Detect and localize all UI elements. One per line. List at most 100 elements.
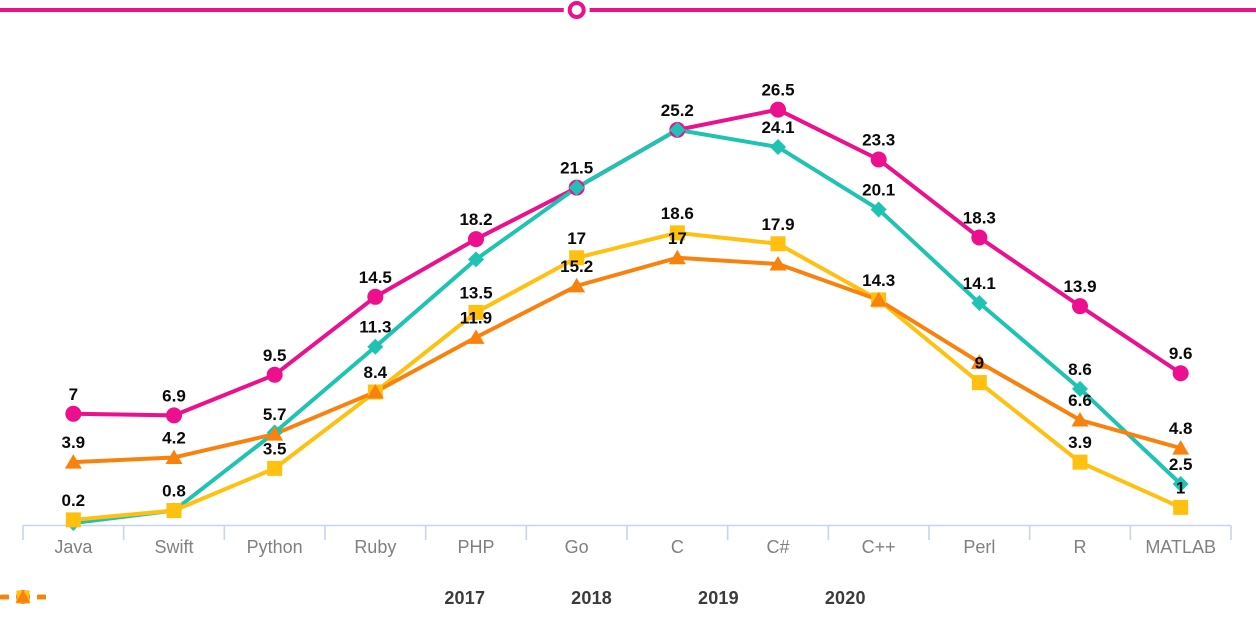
- x-axis-label-go: Go: [565, 537, 589, 557]
- data-label-2019-matlab: 1: [1176, 478, 1185, 497]
- legend-label-2017: 2017: [444, 588, 486, 608]
- marker-2018-c#: [770, 139, 786, 156]
- clipped-series-marker: [567, 1, 586, 19]
- marker-2017-c#: [770, 101, 786, 118]
- x-axis-label-perl: Perl: [963, 537, 995, 557]
- data-label-2019-java: 0.2: [62, 491, 86, 510]
- marker-2018-c++: [870, 201, 887, 218]
- marker-2017-perl: [971, 229, 988, 246]
- data-label-2020-go: 15.2: [560, 257, 593, 276]
- legend-label-2018: 2018: [571, 588, 612, 608]
- series-2020-line: [71, 255, 1183, 465]
- data-label-2020-php: 11.9: [460, 308, 492, 327]
- marker-2020-go: [568, 277, 586, 293]
- data-label-2020-r: 6.6: [1068, 391, 1092, 410]
- data-label-2017-python: 9.5: [263, 346, 287, 365]
- data-label-2018-r: 8.6: [1068, 360, 1092, 379]
- x-axis-label-c#: C#: [766, 537, 789, 557]
- marker-2017-php: [468, 231, 484, 248]
- data-label-2019-perl: 9: [975, 354, 984, 373]
- data-label-2018-c#: 24.1: [761, 118, 794, 137]
- x-axis-label-python: Python: [247, 537, 303, 557]
- marker-2020-c#: [769, 256, 787, 271]
- marker-2017-c++: [870, 151, 887, 168]
- x-axis-label-c++: C++: [862, 537, 896, 557]
- marker-2019-java: [65, 512, 81, 528]
- data-label-2019-python: 3.5: [263, 439, 287, 458]
- legend-marker-2020-triangle-icon: [0, 589, 817, 608]
- marker-2017-java: [65, 405, 82, 422]
- marker-2018-go: [568, 179, 585, 196]
- data-label-2018-perl: 14.1: [963, 274, 996, 293]
- marker-2019-r: [1072, 454, 1088, 470]
- marker-2017-swift: [166, 407, 182, 424]
- legend-item-2017[interactable]: 2017: [0, 588, 486, 609]
- marker-2020-c: [668, 249, 686, 265]
- marker-2020-php: [467, 329, 485, 344]
- legend-marker-2017-circle-icon: [0, 589, 436, 608]
- data-label-2019-c#: 17.9: [761, 215, 794, 234]
- data-label-2017-c#: 26.5: [761, 81, 794, 100]
- data-label-2020-java: 3.9: [62, 433, 86, 452]
- data-label-2017-c++: 23.3: [862, 131, 895, 150]
- legend-item-2019[interactable]: 2019: [0, 588, 739, 609]
- marker-2017-ruby: [367, 288, 384, 305]
- marker-2020-perl: [970, 354, 988, 369]
- marker-2018-php: [468, 251, 484, 268]
- data-label-2017-r: 13.9: [1063, 277, 1096, 296]
- marker-2018-matlab: [1172, 476, 1189, 492]
- marker-2019-c#: [770, 236, 786, 252]
- legend-label-2019: 2019: [698, 588, 739, 608]
- x-axis-label-php: PHP: [457, 537, 494, 557]
- x-axis-label-swift: Swift: [154, 537, 193, 557]
- marker-2019-php: [468, 304, 484, 320]
- data-label-2019-php: 13.5: [459, 283, 492, 302]
- x-axis-label-ruby: Ruby: [354, 537, 396, 557]
- data-label-2019-c: 18.6: [661, 204, 694, 223]
- marker-2020-c++: [870, 291, 888, 307]
- marker-2020-java: [64, 454, 82, 469]
- data-label-2019-r: 3.9: [1068, 433, 1092, 452]
- marker-2018-r: [1072, 380, 1088, 397]
- x-axis-label-java: Java: [54, 537, 93, 557]
- data-label-2017-matlab: 9.6: [1169, 344, 1193, 363]
- x-axis-label-matlab: MATLAB: [1145, 537, 1216, 557]
- marker-2019-python: [267, 460, 283, 476]
- data-label-2020-swift: 4.2: [162, 428, 186, 447]
- data-label-2017-go: 21.5: [560, 159, 593, 178]
- data-label-2018-c++: 20.1: [862, 180, 895, 199]
- marker-2020-ruby: [366, 383, 384, 399]
- x-axis-label-c: C: [671, 537, 684, 557]
- marker-2020-swift: [165, 449, 183, 464]
- chart-legend: 2017 2018 2019 2020: [0, 588, 1256, 609]
- marker-2020-python: [266, 426, 284, 441]
- data-label-2018-matlab: 2.5: [1169, 455, 1193, 474]
- marker-2018-c: [669, 121, 686, 138]
- legend-item-2018[interactable]: 2018: [0, 588, 612, 609]
- marker-2019-c: [669, 225, 685, 241]
- data-label-2020-matlab: 4.8: [1169, 419, 1193, 438]
- x-axis-label-r: R: [1074, 537, 1087, 557]
- marker-2019-swift: [166, 503, 182, 519]
- series-2019-line: [71, 230, 1183, 522]
- marker-2017-r: [1072, 298, 1088, 315]
- legend-marker-2018-diamond-icon: [0, 589, 563, 608]
- series-2018-line: [71, 127, 1183, 525]
- marker-2019-go: [569, 250, 585, 266]
- data-label-2018-ruby: 11.3: [359, 318, 391, 337]
- marker-2020-r: [1071, 412, 1089, 427]
- legend-item-2020[interactable]: 2020: [0, 588, 866, 609]
- data-label-2017-swift: 6.9: [162, 386, 186, 405]
- series-2017-line: [71, 107, 1183, 418]
- legend-marker-2019-square-icon: [0, 590, 690, 608]
- legend-label-2020: 2020: [824, 588, 866, 608]
- data-label-2017-php: 18.2: [459, 210, 492, 229]
- data-label-2020-ruby: 8.4: [364, 363, 388, 382]
- marker-2018-ruby: [367, 338, 384, 355]
- data-label-2017-perl: 18.3: [963, 209, 996, 228]
- marker-2019-perl: [971, 375, 987, 391]
- marker-2018-perl: [971, 295, 988, 312]
- marker-2019-matlab: [1173, 499, 1189, 515]
- marker-2017-python: [266, 366, 283, 383]
- data-label-2020-c++: 14.3: [862, 271, 895, 290]
